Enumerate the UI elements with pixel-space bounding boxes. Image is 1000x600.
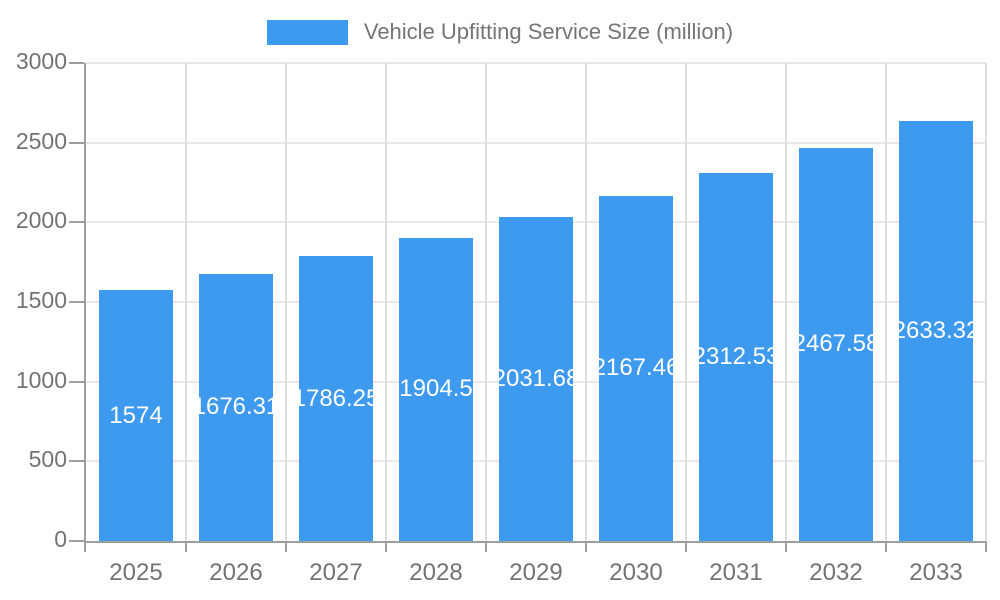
y-tick-mark [69, 221, 84, 224]
x-axis-label: 2032 [809, 559, 863, 586]
x-tick-mark [585, 541, 587, 552]
bar-value-label: 2031.68 [499, 365, 573, 393]
bar-value-label: 1574 [109, 401, 163, 429]
y-axis-label: 500 [28, 446, 67, 473]
gridline-horizontal [86, 62, 986, 64]
bar[interactable]: 1676.31 [199, 273, 273, 541]
bar[interactable]: 2312.53 [699, 172, 773, 541]
x-tick-mark [785, 541, 787, 552]
y-axis-label: 0 [54, 526, 67, 552]
gridline-vertical [785, 63, 787, 541]
gridline-vertical [585, 63, 587, 541]
bar[interactable]: 1786.25 [299, 256, 373, 541]
bar-value-label: 1676.31 [199, 393, 273, 421]
bar-value-label: 1786.25 [299, 384, 373, 412]
legend[interactable]: Vehicle Upfitting Service Size (million) [0, 19, 1000, 45]
bar-value-label: 2633.32 [899, 317, 973, 345]
bar[interactable]: 2467.58 [799, 147, 873, 541]
x-tick-mark [84, 541, 86, 552]
bar[interactable]: 2167.46 [599, 195, 673, 541]
bar[interactable]: 1574 [99, 290, 173, 541]
gridline-vertical [485, 63, 487, 541]
legend-label: Vehicle Upfitting Service Size (million) [363, 19, 734, 44]
x-tick-mark [485, 541, 487, 552]
y-tick-mark [69, 380, 84, 383]
x-axis-label: 2029 [509, 559, 563, 586]
y-tick-mark [69, 460, 84, 463]
y-tick-mark [69, 301, 84, 303]
plot-area: 0 500 1000 1500 2000 2500 3000 1574 2025 1676.31 2… [16, 48, 987, 586]
y-tick-mark [69, 62, 84, 64]
y-tick-mark [69, 141, 84, 144]
x-axis-label: 2025 [109, 559, 163, 586]
gridline-vertical [985, 63, 987, 541]
x-tick-mark [985, 541, 987, 552]
x-axis-label: 2030 [609, 559, 663, 586]
x-tick-mark [885, 541, 887, 552]
bar-value-label: 2167.46 [599, 354, 673, 382]
gridline-vertical [685, 63, 687, 541]
x-tick-mark [385, 541, 387, 552]
gridline-vertical [385, 63, 387, 541]
x-tick-mark [285, 541, 287, 552]
bar-value-label: 1904.5 [399, 375, 473, 403]
x-axis-label: 2027 [309, 559, 363, 586]
gridline-horizontal [86, 141, 986, 144]
x-axis-label: 2026 [209, 559, 263, 586]
bar[interactable]: 1904.5 [399, 237, 473, 541]
gridline-vertical [885, 63, 887, 541]
legend-swatch-icon [266, 19, 348, 45]
bar[interactable]: 2031.68 [499, 217, 573, 541]
bar-value-label: 2312.53 [699, 342, 773, 370]
bar[interactable]: 2633.32 [899, 121, 973, 541]
y-axis-label: 3000 [15, 48, 67, 74]
y-tick-mark [69, 540, 84, 542]
y-axis-label: 1000 [15, 366, 67, 393]
gridline-vertical [185, 63, 187, 541]
y-axis-label: 2000 [15, 207, 67, 234]
x-axis-label: 2033 [909, 559, 963, 586]
x-tick-mark [685, 541, 687, 552]
x-tick-mark [185, 541, 187, 552]
x-axis-label: 2031 [709, 559, 763, 586]
x-axis-label: 2028 [409, 559, 463, 586]
y-axis-label: 2500 [15, 127, 67, 154]
y-axis-label: 1500 [15, 287, 67, 313]
gridline-vertical [285, 63, 287, 541]
bar-value-label: 2467.58 [799, 330, 873, 358]
